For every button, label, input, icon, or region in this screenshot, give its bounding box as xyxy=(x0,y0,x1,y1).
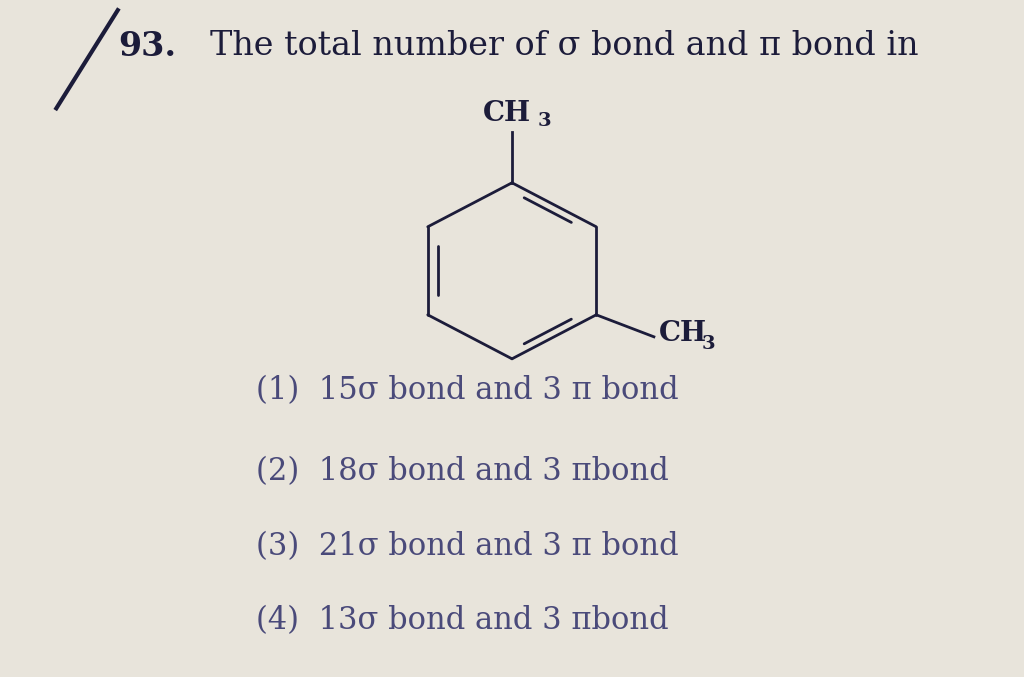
Text: (4)  13σ bond and 3 πbond: (4) 13σ bond and 3 πbond xyxy=(256,605,669,636)
Text: CH: CH xyxy=(659,320,708,347)
Text: (2)  18σ bond and 3 πbond: (2) 18σ bond and 3 πbond xyxy=(256,456,669,487)
Text: 3: 3 xyxy=(538,112,551,130)
Text: (3)  21σ bond and 3 π bond: (3) 21σ bond and 3 π bond xyxy=(256,531,679,562)
Text: 93.: 93. xyxy=(118,30,176,64)
Text: (1)  15σ bond and 3 π bond: (1) 15σ bond and 3 π bond xyxy=(256,375,679,406)
Text: The total number of σ bond and π bond in: The total number of σ bond and π bond in xyxy=(210,30,919,62)
Text: 3: 3 xyxy=(702,334,716,353)
Text: CH: CH xyxy=(483,100,530,127)
